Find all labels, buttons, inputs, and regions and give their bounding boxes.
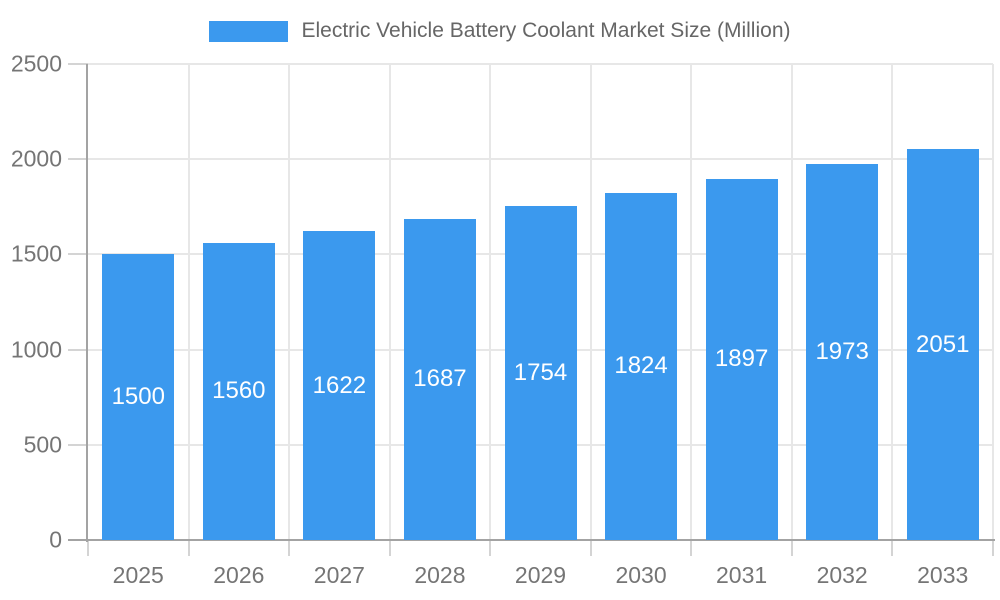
y-tick	[68, 158, 88, 161]
x-tick-label: 2033	[917, 562, 969, 588]
x-gridline	[187, 64, 190, 540]
x-tick	[790, 540, 793, 556]
x-tick-label: 2030	[615, 562, 667, 588]
x-tick	[388, 540, 391, 556]
bar-value-label: 1622	[312, 371, 367, 399]
y-axis-line	[86, 64, 88, 542]
x-tick-label: 2028	[414, 562, 466, 588]
bar-2029	[504, 206, 577, 540]
y-tick-label: 500	[23, 431, 62, 458]
y-tick-label: 0	[49, 526, 62, 553]
y-gridline	[88, 158, 993, 161]
bar-2031	[705, 178, 778, 540]
x-tick	[187, 540, 190, 556]
x-tick-label: 2029	[514, 562, 567, 588]
y-tick-label: 1000	[10, 336, 62, 363]
x-tick-label: 2025	[112, 562, 164, 588]
x-tick	[891, 540, 894, 556]
x-gridline	[589, 64, 592, 540]
x-gridline	[992, 64, 994, 540]
bar-value-label: 2051	[916, 330, 970, 358]
x-tick	[690, 540, 693, 556]
x-gridline	[891, 64, 894, 540]
x-gridline	[790, 64, 793, 540]
x-tick	[288, 540, 291, 556]
x-tick-label: 2026	[213, 562, 265, 588]
bar-2027	[303, 231, 376, 540]
y-tick	[68, 443, 88, 446]
x-axis-line	[86, 539, 995, 541]
legend-swatch	[209, 20, 289, 42]
legend-label: Electric Vehicle Battery Coolant Market …	[301, 19, 791, 42]
y-tick-label: 2500	[10, 50, 62, 77]
bar-value-label: 1897	[714, 345, 769, 373]
y-tick	[68, 539, 88, 541]
bar-2032	[806, 164, 879, 540]
bar-2025	[102, 254, 175, 540]
y-tick-label: 2000	[10, 145, 62, 172]
x-tick-label: 2031	[716, 562, 768, 588]
x-tick-label: 2032	[816, 562, 868, 588]
bar-value-label: 1500	[111, 383, 165, 411]
x-tick	[992, 540, 994, 556]
bar-value-label: 1824	[614, 352, 668, 380]
x-tick	[489, 540, 492, 556]
x-tick	[589, 540, 592, 556]
legend: Electric Vehicle Battery Coolant Market …	[0, 16, 1000, 46]
x-tick	[87, 540, 89, 556]
x-tick-label: 2027	[313, 562, 365, 588]
x-gridline	[288, 64, 291, 540]
y-tick-label: 1500	[10, 240, 62, 267]
y-tick	[68, 348, 88, 351]
bar-2026	[202, 242, 275, 540]
bar-value-label: 1687	[413, 365, 467, 393]
x-gridline	[690, 64, 693, 540]
bar-value-label: 1973	[815, 338, 869, 366]
x-gridline	[489, 64, 492, 540]
bar-2028	[403, 218, 476, 540]
bar-value-label: 1754	[513, 359, 568, 387]
y-tick	[68, 63, 88, 65]
bar-2030	[605, 192, 678, 540]
y-tick	[68, 253, 88, 256]
x-gridline	[388, 64, 391, 540]
bar-value-label: 1560	[212, 377, 266, 405]
y-gridline	[88, 63, 993, 65]
bar-2033	[906, 149, 979, 540]
